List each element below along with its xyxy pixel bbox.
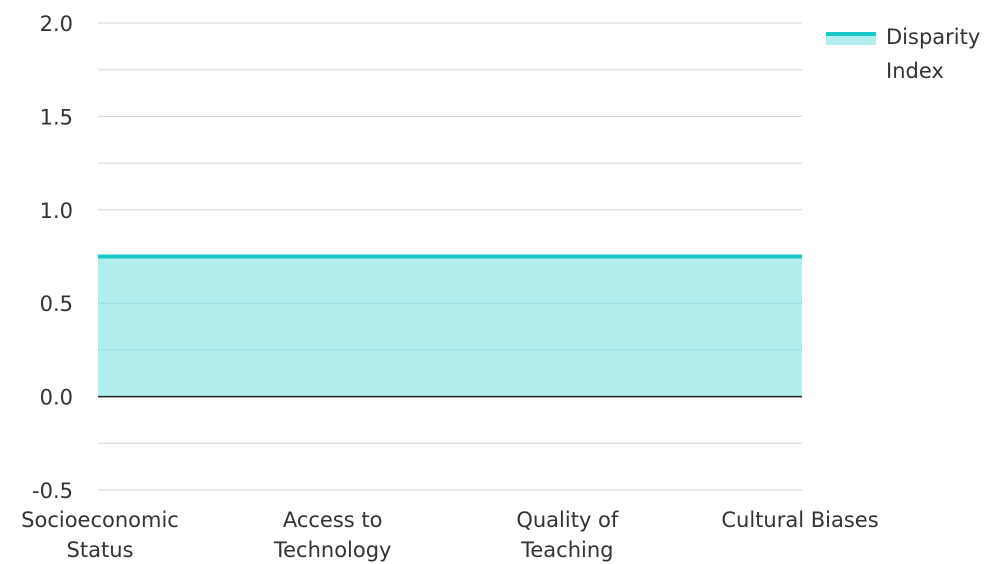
x-axis-tick-labels: Socioeconomic Status Access to Technology Qu…: [21, 508, 879, 562]
x-tick-label: Socioeconomic Status: [21, 508, 179, 562]
legend-label-line-1: Disparity: [886, 25, 980, 49]
x-tick-label: Quality of Teaching: [516, 508, 619, 562]
y-tick-label: 0.0: [40, 386, 73, 410]
y-tick-label: 2.0: [40, 12, 73, 36]
y-tick-label: -0.5: [32, 479, 73, 503]
y-axis-tick-labels: 2.0 1.5 1.0 0.5 0.0 -0.5: [32, 12, 73, 503]
legend-label-line-2: Index: [886, 59, 944, 83]
x-tick-label: Access to Technology: [273, 508, 392, 562]
legend: Disparity Index: [826, 25, 980, 83]
y-tick-label: 1.5: [40, 105, 73, 129]
series-area: [98, 256, 802, 397]
y-tick-label: 0.5: [40, 292, 73, 316]
series-area-fill: [98, 256, 802, 397]
y-tick-label: 1.0: [40, 199, 73, 223]
x-tick-label: Cultural Biases: [721, 508, 878, 532]
